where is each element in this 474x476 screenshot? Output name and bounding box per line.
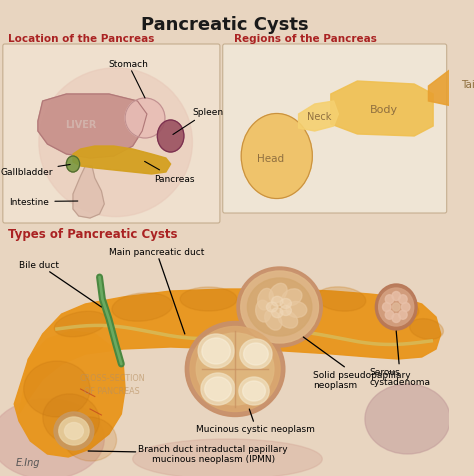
Ellipse shape xyxy=(282,289,302,306)
Ellipse shape xyxy=(379,288,414,327)
Text: Head: Head xyxy=(256,154,284,164)
Text: Body: Body xyxy=(370,105,398,115)
Text: Intestine: Intestine xyxy=(9,198,78,207)
Ellipse shape xyxy=(257,289,273,310)
Text: E.Ing: E.Ing xyxy=(16,457,41,467)
Ellipse shape xyxy=(202,338,230,364)
Polygon shape xyxy=(38,95,147,159)
Ellipse shape xyxy=(59,417,89,445)
Polygon shape xyxy=(331,82,433,137)
Text: Main pancreatic duct: Main pancreatic duct xyxy=(109,248,204,334)
Ellipse shape xyxy=(196,333,274,405)
Ellipse shape xyxy=(399,295,407,304)
Polygon shape xyxy=(73,147,171,175)
Ellipse shape xyxy=(0,399,104,476)
Text: Stomach: Stomach xyxy=(108,60,148,99)
Text: CROSS-SECTION
OF PANCREAS: CROSS-SECTION OF PANCREAS xyxy=(79,374,145,395)
Text: Bile duct: Bile duct xyxy=(19,260,101,307)
Text: Gallbladder: Gallbladder xyxy=(0,165,70,177)
Ellipse shape xyxy=(240,339,272,369)
Ellipse shape xyxy=(272,297,283,307)
Ellipse shape xyxy=(185,322,285,416)
Ellipse shape xyxy=(64,423,83,439)
Ellipse shape xyxy=(239,377,269,405)
Ellipse shape xyxy=(255,300,271,322)
Text: LIVER: LIVER xyxy=(65,120,96,130)
Ellipse shape xyxy=(385,295,394,304)
Ellipse shape xyxy=(286,302,307,318)
Ellipse shape xyxy=(269,284,287,303)
Text: Tail: Tail xyxy=(461,80,474,90)
Ellipse shape xyxy=(392,314,401,323)
Ellipse shape xyxy=(401,303,410,312)
Ellipse shape xyxy=(248,286,301,309)
Ellipse shape xyxy=(133,439,322,476)
Text: Serous
cystadenoma: Serous cystadenoma xyxy=(370,331,431,386)
Ellipse shape xyxy=(157,121,184,153)
FancyBboxPatch shape xyxy=(223,45,447,214)
Ellipse shape xyxy=(241,114,312,199)
Polygon shape xyxy=(19,289,441,414)
Text: Location of the Pancreas: Location of the Pancreas xyxy=(8,34,154,44)
Ellipse shape xyxy=(66,157,80,173)
Text: Pancreas: Pancreas xyxy=(145,162,195,184)
Ellipse shape xyxy=(410,319,443,339)
Ellipse shape xyxy=(247,278,312,336)
Ellipse shape xyxy=(272,308,283,318)
Text: Regions of the Pancreas: Regions of the Pancreas xyxy=(234,34,376,44)
Ellipse shape xyxy=(365,384,450,454)
Ellipse shape xyxy=(237,268,322,347)
Ellipse shape xyxy=(39,69,192,217)
Ellipse shape xyxy=(385,311,394,319)
Text: Branch duct intraductal papillary
mucinous neoplasm (IPMN): Branch duct intraductal papillary mucino… xyxy=(88,444,288,463)
Ellipse shape xyxy=(43,394,100,444)
Ellipse shape xyxy=(24,361,90,417)
Ellipse shape xyxy=(55,312,107,337)
Ellipse shape xyxy=(198,334,234,368)
Ellipse shape xyxy=(377,298,419,321)
Ellipse shape xyxy=(201,373,235,405)
Ellipse shape xyxy=(280,299,292,309)
Ellipse shape xyxy=(190,327,280,412)
Polygon shape xyxy=(299,102,338,132)
Ellipse shape xyxy=(243,381,265,401)
Ellipse shape xyxy=(392,303,400,311)
Ellipse shape xyxy=(375,284,417,330)
Ellipse shape xyxy=(278,311,298,328)
Ellipse shape xyxy=(383,303,391,312)
Ellipse shape xyxy=(54,412,94,450)
Ellipse shape xyxy=(180,288,237,311)
Ellipse shape xyxy=(264,310,282,330)
Ellipse shape xyxy=(241,271,319,343)
Ellipse shape xyxy=(392,292,401,301)
Polygon shape xyxy=(428,65,474,107)
Ellipse shape xyxy=(266,302,278,312)
Ellipse shape xyxy=(244,343,268,365)
Text: Mucinous cystic neoplasm: Mucinous cystic neoplasm xyxy=(197,409,315,433)
FancyBboxPatch shape xyxy=(3,45,220,224)
Ellipse shape xyxy=(125,99,165,139)
Ellipse shape xyxy=(112,293,173,322)
Polygon shape xyxy=(73,167,104,218)
Ellipse shape xyxy=(399,311,407,319)
Text: Solid pseudopapillary
neoplasm: Solid pseudopapillary neoplasm xyxy=(303,337,410,389)
Ellipse shape xyxy=(205,377,231,401)
Text: Neck: Neck xyxy=(307,112,332,122)
Text: Pancreatic Cysts: Pancreatic Cysts xyxy=(141,16,309,34)
Ellipse shape xyxy=(317,287,366,311)
Ellipse shape xyxy=(280,306,292,316)
Ellipse shape xyxy=(64,417,117,461)
Text: Types of Pancreatic Cysts: Types of Pancreatic Cysts xyxy=(8,228,177,240)
Polygon shape xyxy=(14,331,125,457)
Text: Spleen: Spleen xyxy=(173,108,224,135)
